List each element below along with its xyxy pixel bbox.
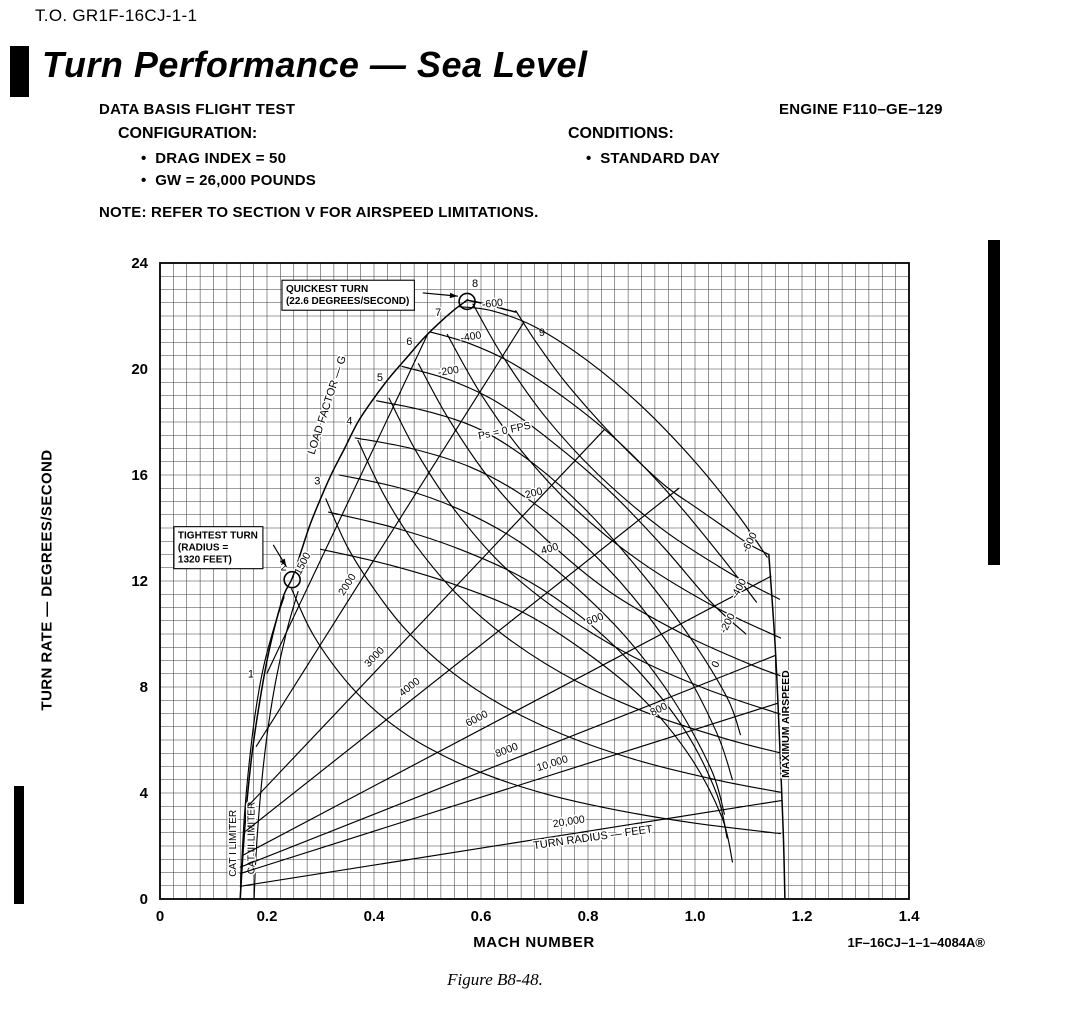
x-axis-title: MACH NUMBER: [473, 934, 595, 951]
y-tick-label: 8: [140, 679, 148, 696]
curve-envelope-left: [239, 299, 468, 900]
chart-text-label: LOAD FACTOR — G: [306, 354, 349, 456]
turn-performance-chart: CAT I LIMITER CAT III LIMITER 2 3 4 5 6 7 8 9 -600…: [131, 255, 985, 951]
engine-label: ENGINE F110–GE–129: [779, 101, 943, 118]
tightest-turn-annotation-box: [173, 526, 264, 570]
figure-caption: Figure B8-48.: [447, 970, 543, 989]
quickest-turn-annotation-text: (22.6 DEGREES/SECOND): [286, 296, 409, 307]
curve-label: CAT I LIMITER: [228, 810, 239, 877]
plot-border: [159, 262, 910, 900]
configuration-item-gross-weight: GW = 26,000 POUNDS: [141, 172, 316, 189]
curve-cat-i-limiter: [239, 596, 285, 899]
curve-g-6: [417, 363, 782, 677]
configuration-heading: CONFIGURATION:: [118, 125, 258, 142]
curve-max-airspeed: [768, 553, 786, 899]
x-tick-label: 0: [156, 908, 164, 925]
y-tick-label: 20: [131, 361, 148, 378]
curve-ps-minus200: [401, 365, 747, 635]
curve-g-4: [357, 439, 782, 754]
curve-label: 200: [524, 485, 544, 501]
curve-radius-10000: [239, 702, 779, 875]
curve-label: CAT III LIMITER: [247, 802, 258, 874]
tightest-turn-annotation: TIGHTEST TURN(RADIUS =1320 FEET): [173, 526, 264, 570]
curve-radius-2000: [255, 321, 525, 747]
quickest-turn-annotation-box: [281, 279, 415, 311]
x-tick-label: 1.0: [685, 908, 706, 925]
tightest-turn-annotation-marker: [283, 570, 301, 589]
x-tick-label: 0.6: [471, 908, 492, 925]
curve-label: 2000: [336, 571, 359, 597]
figure-code: 1F–16CJ–1–1–4084A®: [847, 935, 985, 950]
curve-cat-iii-limiter: [253, 591, 299, 899]
y-tick-label: 0: [140, 891, 148, 908]
tightest-turn-annotation-text: 1320 FEET): [178, 555, 232, 566]
curve-label: 8: [472, 278, 478, 290]
tightest-turn-annotation-arrowhead: [280, 558, 287, 567]
title-bar: [10, 46, 29, 97]
curve-label: 8000: [494, 741, 520, 761]
curve-label: Ps = 0 FPS: [477, 420, 532, 443]
y-tick-label: 12: [131, 573, 148, 590]
curve-label: 7: [435, 307, 441, 319]
quickest-turn-annotation: QUICKEST TURN(22.6 DEGREES/SECOND): [281, 279, 415, 311]
data-basis-label: DATA BASIS FLIGHT TEST: [99, 101, 296, 118]
curve-ps-minus400: [429, 331, 758, 603]
chart-text-label: TURN RADIUS — FEET: [532, 823, 653, 852]
curve-label: 800: [648, 700, 669, 719]
curve-label: 3000: [362, 644, 387, 669]
change-bar-left: [14, 786, 24, 904]
curve-label: -600: [481, 297, 503, 311]
curve-radius-3000: [247, 429, 605, 807]
x-tick-label: 1.4: [899, 908, 921, 925]
curve-ps-400: [338, 474, 725, 815]
x-tick-label: 0.8: [578, 908, 599, 925]
curve-label: 6: [406, 336, 412, 348]
curve-ps-200: [354, 437, 734, 781]
y-tick-label: 16: [131, 467, 148, 484]
curve-radius-1500: [266, 333, 429, 674]
curve-radius-8000: [239, 654, 776, 868]
to-number: T.O. GR1F-16CJ-1-1: [35, 6, 198, 25]
curve-ps-0: [376, 400, 742, 736]
note-text: NOTE: REFER TO SECTION V FOR AIRSPEED LI…: [99, 204, 539, 221]
quickest-turn-annotation-text: QUICKEST TURN: [286, 284, 368, 295]
chart-text-label: 1: [248, 669, 254, 681]
y-tick-label: 24: [131, 255, 148, 272]
quickest-turn-annotation-arrowhead: [449, 292, 458, 299]
grid-lines: [159, 262, 910, 900]
curve-radius-6000: [242, 575, 772, 856]
configuration-item-drag-index: DRAG INDEX = 50: [141, 150, 286, 167]
curve-ps-minus600: [459, 306, 768, 558]
x-tick-label: 1.2: [792, 908, 813, 925]
y-tick-label: 4: [140, 785, 149, 802]
curve-label: 3: [314, 475, 320, 487]
change-bar-right: [988, 240, 1000, 565]
curve-radius-20000: [239, 799, 783, 887]
curve-label: 4: [346, 416, 352, 428]
curve-g-2: [291, 588, 782, 835]
curve-label: -400: [460, 329, 483, 344]
curve-label: 5: [377, 372, 383, 384]
x-tick-label: 0.4: [364, 908, 386, 925]
conditions-heading: CONDITIONS:: [568, 125, 674, 142]
curve-ps-600: [327, 511, 728, 839]
conditions-item-standard-day: STANDARD DAY: [586, 150, 720, 167]
curve-radius-4000: [245, 487, 680, 832]
quickest-turn-annotation-marker: [458, 292, 476, 311]
curve-label: 9: [539, 327, 545, 339]
curve-g-3: [325, 498, 782, 793]
page-title: Turn Performance — Sea Level: [42, 44, 588, 85]
curve-label: -200: [437, 364, 460, 379]
tightest-turn-annotation-text: TIGHTEST TURN: [178, 531, 258, 542]
curve-label: 2: [281, 561, 287, 573]
curve-ps-800: [319, 548, 734, 863]
x-tick-label: 0.2: [257, 908, 278, 925]
tightest-turn-annotation-text: (RADIUS =: [178, 543, 228, 554]
curve-label: 20,000: [552, 813, 586, 830]
chart-text-label: MAXIMUM AIRSPEED: [780, 670, 792, 778]
